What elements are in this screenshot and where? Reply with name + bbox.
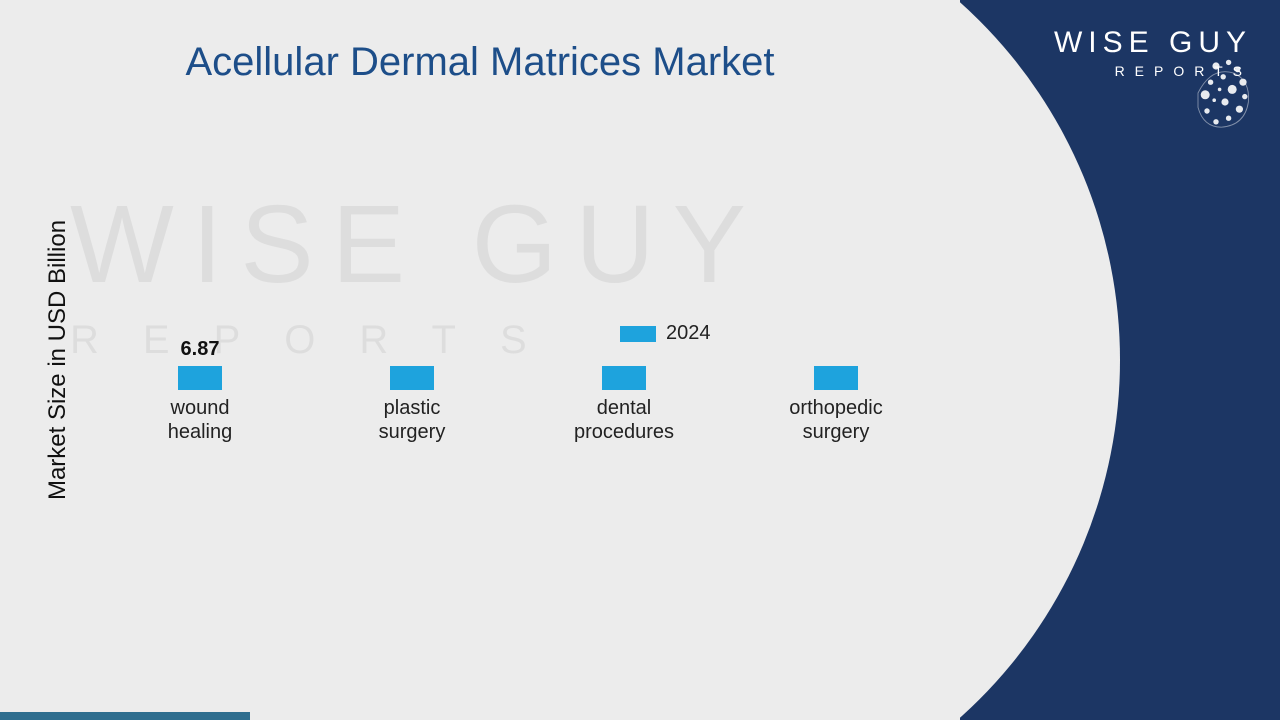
bar-group: dentalprocedures [544, 130, 704, 530]
bar-category-label: woundhealing [120, 396, 280, 444]
bar-category-label: orthopedicsurgery [756, 396, 916, 444]
bar-group: plasticsurgery [332, 130, 492, 530]
bar-category-label: plasticsurgery [332, 396, 492, 444]
chart-title: Acellular Dermal Matrices Market [0, 40, 960, 85]
bar-group: orthopedicsurgery [756, 130, 916, 530]
brand-logo: WISE GUY REPORTS [1054, 28, 1252, 78]
stage: WISE GUY REPORTS Acellular Dermal Matric… [0, 0, 1280, 720]
bar [390, 366, 434, 390]
bar [602, 366, 646, 390]
bar-value-label: 6.87 [120, 338, 280, 361]
y-axis-label: Market Size in USD Billion [44, 220, 72, 500]
bar-category-label: dentalprocedures [544, 396, 704, 444]
brand-dots-icon [1162, 48, 1252, 138]
bar [178, 366, 222, 390]
bar-group: 6.87 woundhealing [120, 130, 280, 530]
bottom-accent-bar [0, 712, 250, 720]
chart-area: 2024 6.87woundhealingplasticsurgerydenta… [100, 130, 1000, 650]
bar [814, 366, 858, 390]
